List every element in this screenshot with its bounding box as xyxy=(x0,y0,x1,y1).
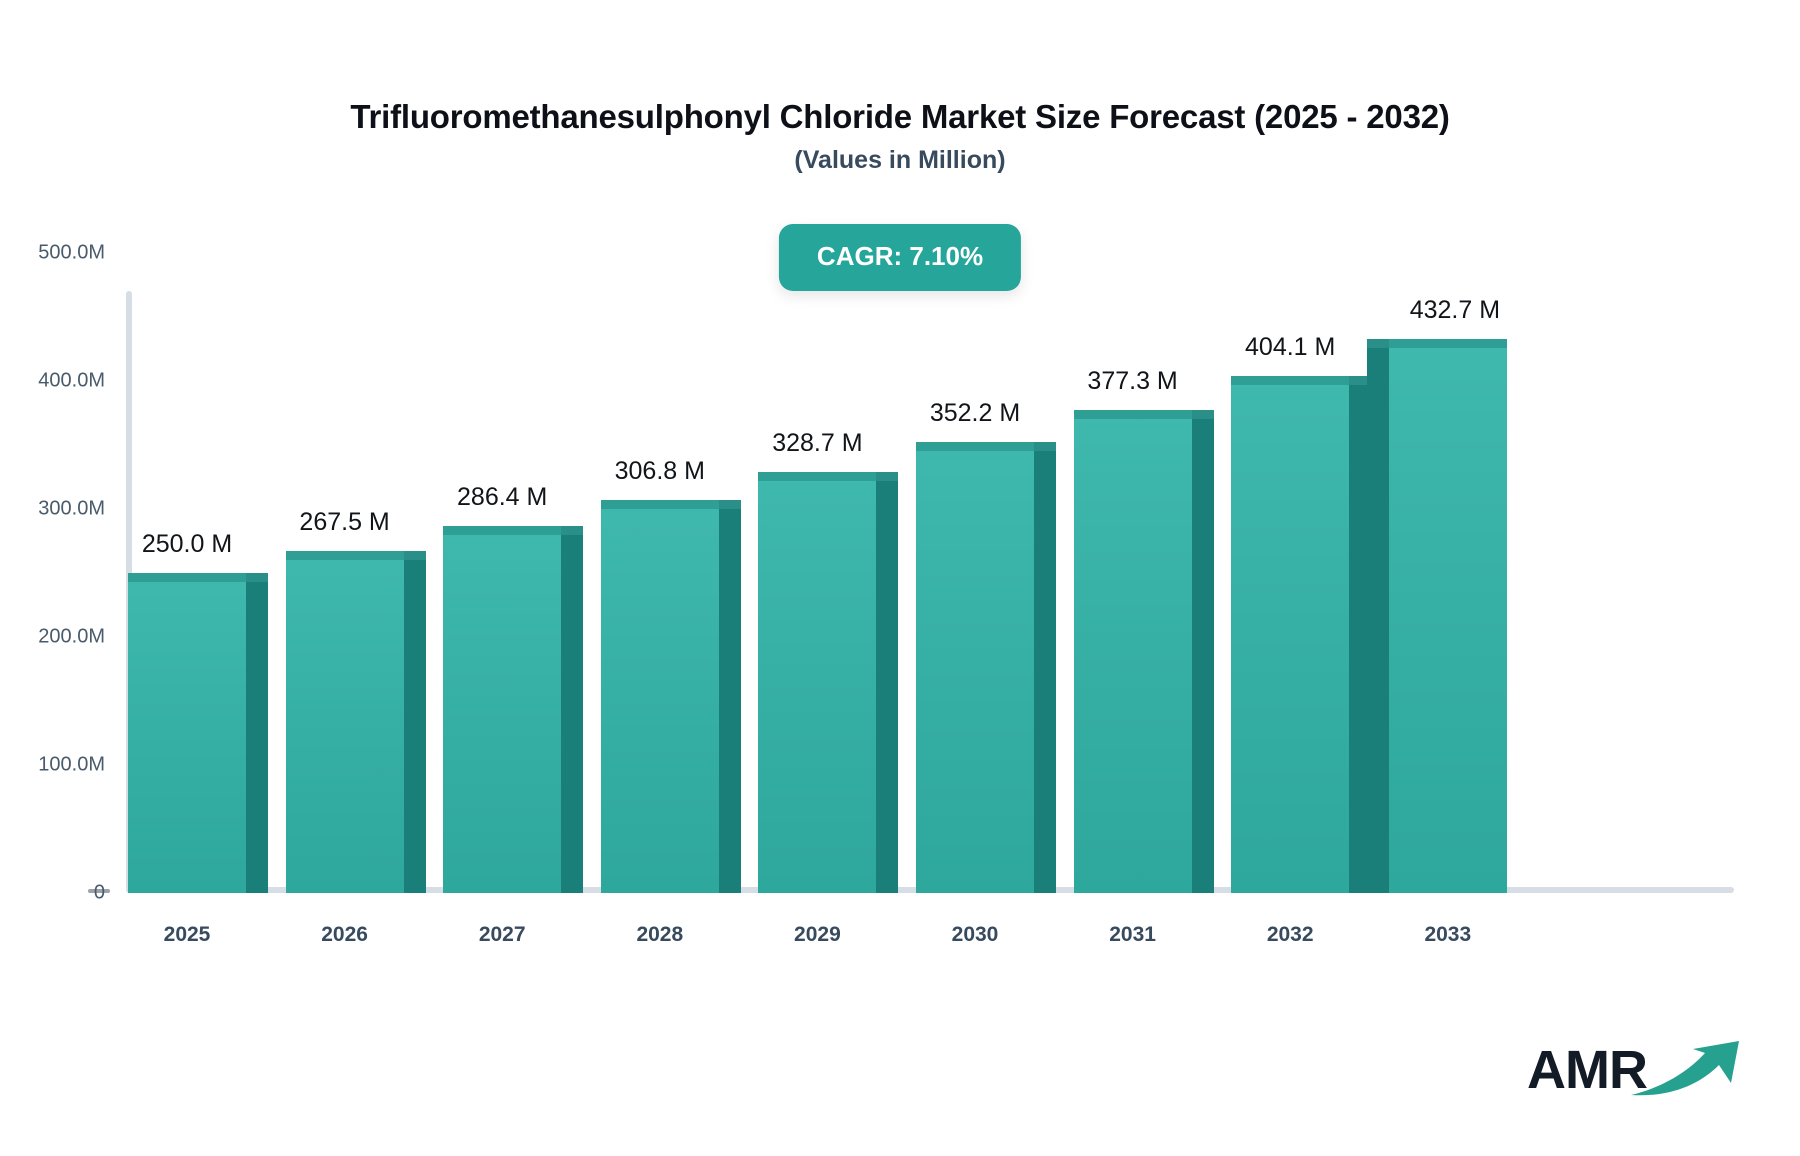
bar-side-face xyxy=(1349,384,1372,893)
y-axis-tick-label: 400.0M xyxy=(38,369,105,392)
amr-logo: AMR xyxy=(1527,1040,1747,1106)
bar-value-label: 286.4 M xyxy=(457,483,548,512)
bar-top-face xyxy=(916,442,1034,452)
bar-front-face xyxy=(600,500,719,893)
x-axis-tick-label: 2029 xyxy=(794,923,841,946)
bar-front-face xyxy=(758,472,877,893)
bar: 377.3 M xyxy=(1073,367,1214,893)
bar-side-face xyxy=(1191,419,1214,893)
bar-side-face xyxy=(246,582,268,893)
bar-top-face xyxy=(1231,375,1350,385)
x-axis-tick-label: 2028 xyxy=(636,923,684,946)
bar-top-face xyxy=(443,526,562,536)
bar-front-face xyxy=(1231,375,1350,893)
bar-value-label: 432.7 M xyxy=(1409,296,1501,325)
bar-side-face xyxy=(718,509,741,893)
bar-value-label: 306.8 M xyxy=(614,457,705,486)
bar-side-face xyxy=(403,559,426,893)
bar: 432.7 M xyxy=(1366,296,1507,893)
y-axis-tick-label: 200.0M xyxy=(38,625,105,648)
y-axis-tick-label: 100.0M xyxy=(38,753,105,776)
x-axis-tick-label: 2025 xyxy=(163,923,211,946)
x-axis-tick-label: 2027 xyxy=(478,923,526,946)
growth-arrow-icon xyxy=(1627,1039,1747,1106)
y-axis-zero-tick xyxy=(88,889,110,893)
y-axis-tick-label: 500.0M xyxy=(38,241,105,264)
bar-side-face xyxy=(1034,451,1056,893)
cagr-badge: CAGR: 7.10% xyxy=(778,224,1022,291)
bar-side-cap xyxy=(246,573,268,582)
bar-top-face xyxy=(1388,339,1507,349)
x-axis-tick-label: 2032 xyxy=(1266,923,1314,946)
bar-front-face xyxy=(1388,339,1507,893)
bar-top-face xyxy=(285,550,404,560)
bar-front-face xyxy=(285,550,404,893)
bar-value-label: 328.7 M xyxy=(772,429,863,458)
x-axis-tick-label: 2030 xyxy=(951,923,999,946)
x-axis-tick-label: 2031 xyxy=(1109,923,1156,946)
bar-top-face xyxy=(128,573,246,582)
bar-value-label: 404.1 M xyxy=(1245,332,1336,361)
bar-top-face xyxy=(600,500,719,510)
bar: 306.8 M xyxy=(600,457,741,893)
bar-side-cap xyxy=(718,500,741,510)
x-axis-tick-label: 2033 xyxy=(1424,923,1472,946)
y-axis-tick-label: 300.0M xyxy=(38,497,105,520)
y-axis-tick-label: 0 xyxy=(93,881,105,904)
bar-top-face xyxy=(758,472,877,482)
bar-side-cap xyxy=(561,526,584,536)
bar-value-label: 250.0 M xyxy=(141,530,233,558)
bar: 352.2 M xyxy=(916,399,1056,893)
bar-front-face xyxy=(443,526,562,893)
bar-side-cap xyxy=(1366,339,1389,349)
bar-value-label: 377.3 M xyxy=(1087,367,1178,396)
page-title: Trifluoromethanesulphonyl Chloride Marke… xyxy=(350,98,1450,135)
bar: 286.4 M xyxy=(443,483,584,893)
bar-value-label: 352.2 M xyxy=(929,399,1021,428)
bar-front-face xyxy=(1073,410,1192,893)
bar-side-cap xyxy=(1349,375,1372,385)
bar-side-face xyxy=(1366,348,1389,893)
bar: 250.0 M xyxy=(128,530,268,893)
bar-top-face xyxy=(1073,410,1192,420)
bar-side-cap xyxy=(1191,410,1214,420)
amr-wordmark: AMR xyxy=(1527,1040,1648,1100)
bar-side-cap xyxy=(1034,442,1056,452)
bar: 404.1 M xyxy=(1231,333,1372,893)
bar-side-cap xyxy=(403,550,426,560)
bar-side-face xyxy=(561,535,584,893)
bar-value-label: 267.5 M xyxy=(299,507,390,536)
bar-side-cap xyxy=(876,472,899,482)
bar-side-face xyxy=(876,481,899,893)
chart-subtitle: (Values in Million) xyxy=(794,146,1006,174)
bar: 267.5 M xyxy=(285,508,426,893)
bar: 328.7 M xyxy=(758,429,899,893)
bar-front-face xyxy=(128,573,246,893)
x-axis-tick-label: 2026 xyxy=(321,923,368,946)
bar-front-face xyxy=(916,442,1034,893)
